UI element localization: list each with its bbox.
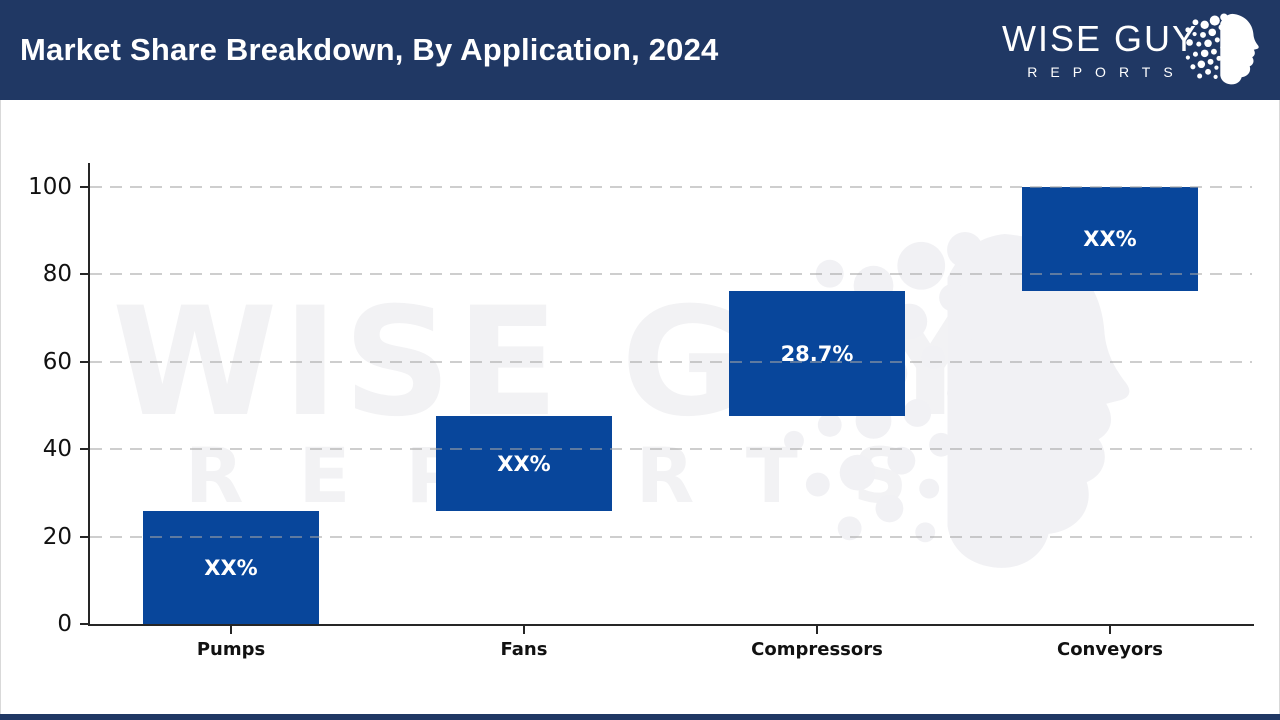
bar-value-label: XX%: [204, 555, 258, 580]
bar-pumps: XX%: [143, 511, 319, 624]
y-tick-label-60: 60: [42, 348, 72, 375]
category-label-conveyors: Conveyors: [1056, 639, 1164, 660]
header-bar: Market Share Breakdown, By Application, …: [0, 0, 1280, 100]
y-axis-spine: [88, 163, 90, 626]
y-tick-label-40: 40: [42, 436, 72, 463]
gridline-80: [90, 273, 1252, 276]
brand-logo: WISE GUY REPORTS: [1002, 12, 1266, 88]
y-tick-80: [80, 273, 88, 276]
y-tick-label-20: 20: [42, 523, 72, 550]
category-label-pumps: Pumps: [196, 639, 266, 660]
x-tick-pumps: [230, 626, 232, 634]
y-tick-60: [80, 360, 88, 363]
brand-name: WISE GUY: [1001, 17, 1198, 59]
category-label-compressors: Compressors: [751, 639, 883, 660]
gridline-40: [90, 448, 1252, 451]
y-tick-40: [80, 448, 88, 451]
x-tick-conveyors: [1109, 626, 1111, 634]
y-tick-label-100: 100: [28, 174, 72, 200]
footer-bar: [0, 714, 1280, 720]
gridline-20: [90, 535, 1252, 538]
x-tick-fans: [523, 626, 525, 634]
x-tick-compressors: [816, 626, 818, 634]
y-tick-0: [80, 623, 88, 625]
category-label-fans: Fans: [500, 639, 548, 660]
gridline-60: [90, 360, 1252, 363]
x-axis-spine: [88, 624, 1254, 626]
bar-value-label: XX%: [497, 451, 551, 476]
y-tick-label-80: 80: [42, 261, 72, 288]
brand-logo-text: WISE GUY REPORTS: [1001, 17, 1198, 80]
y-tick-20: [80, 535, 88, 538]
bar-fans: XX%: [436, 416, 612, 512]
y-tick-100: [80, 186, 88, 188]
gridline-100: [90, 186, 1252, 188]
brand-subtitle: REPORTS: [1027, 63, 1186, 80]
bar-value-label: XX%: [1083, 227, 1137, 251]
bar-compressors: 28.7%: [729, 291, 905, 417]
y-tick-label-0: 0: [57, 611, 72, 637]
chart-title: Market Share Breakdown, By Application, …: [20, 32, 719, 67]
bar-conveyors: XX%: [1022, 187, 1198, 291]
